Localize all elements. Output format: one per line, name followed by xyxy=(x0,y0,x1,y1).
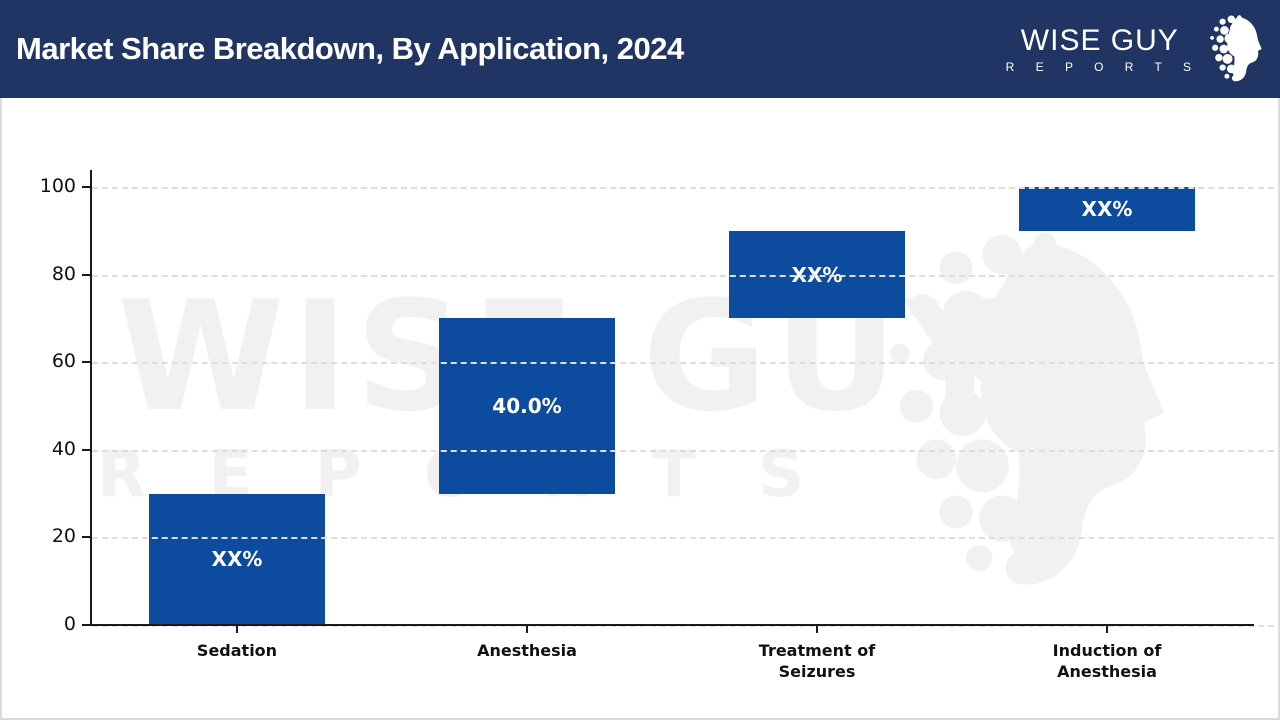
bar-1[interactable]: XX% xyxy=(149,493,325,625)
brand-logo-text: WISE GUY R E P O R T S xyxy=(1000,23,1200,74)
y-tick-label-100: 100 xyxy=(39,175,76,197)
x-tick-mark-3 xyxy=(816,626,818,633)
gridline-80 xyxy=(92,274,1274,277)
bar-value-label: XX% xyxy=(1081,196,1133,221)
bar-value-label: 40.0% xyxy=(492,393,562,418)
x-axis-line xyxy=(84,624,1254,626)
x-tick-mark-4 xyxy=(1106,626,1108,633)
y-tick-mark-0 xyxy=(82,624,90,626)
gridline-100 xyxy=(92,187,1274,189)
bar-value-label: XX% xyxy=(211,547,263,572)
x-category-label-2: Anesthesia xyxy=(477,641,577,660)
x-category-label-4: Induction of Anesthesia xyxy=(1052,641,1162,681)
y-tick-mark-80 xyxy=(82,273,90,276)
x-tick-mark-1 xyxy=(236,626,238,633)
y-tick-label-20: 20 xyxy=(51,525,76,548)
x-category-label-1: Sedation xyxy=(196,641,278,660)
plot-area: 0 20 40 60 80 100 XX% Sedation 40.0% Anesthesia XX… xyxy=(40,170,1274,681)
dotted-head-icon xyxy=(1210,15,1262,82)
y-tick-mark-40 xyxy=(82,448,90,451)
gridline-0 xyxy=(92,625,1274,627)
bar-4[interactable]: XX% xyxy=(1019,187,1195,231)
gridline-60 xyxy=(92,362,1274,365)
x-tick-mark-2 xyxy=(526,626,528,633)
y-tick-mark-100 xyxy=(82,186,90,188)
chart-area: WISE GUY R E P O R T S 020406080100XX%Se… xyxy=(0,98,1280,720)
y-tick-mark-60 xyxy=(82,361,90,364)
gridline-20 xyxy=(92,537,1274,540)
chart-title: Market Share Breakdown, By Application, … xyxy=(16,31,684,66)
y-tick-label-80: 80 xyxy=(51,262,76,285)
brand-logo: WISE GUY R E P O R T S xyxy=(1000,11,1266,87)
y-tick-mark-20 xyxy=(82,536,90,539)
gridline-40 xyxy=(92,449,1274,452)
y-tick-label-0: 0 xyxy=(63,613,76,635)
brand-name: WISE GUY xyxy=(1020,23,1179,57)
y-tick-label-60: 60 xyxy=(51,350,76,373)
y-axis-line xyxy=(90,170,92,626)
brand-subname: R E P O R T S xyxy=(1005,59,1200,74)
y-tick-label-40: 40 xyxy=(51,437,76,460)
header-band: Market Share Breakdown, By Application, … xyxy=(0,0,1280,98)
x-category-label-3: Treatment of Seizures xyxy=(758,641,876,681)
bar-2[interactable]: 40.0% xyxy=(439,318,615,494)
watermark-dotted-head-icon xyxy=(890,233,1164,585)
